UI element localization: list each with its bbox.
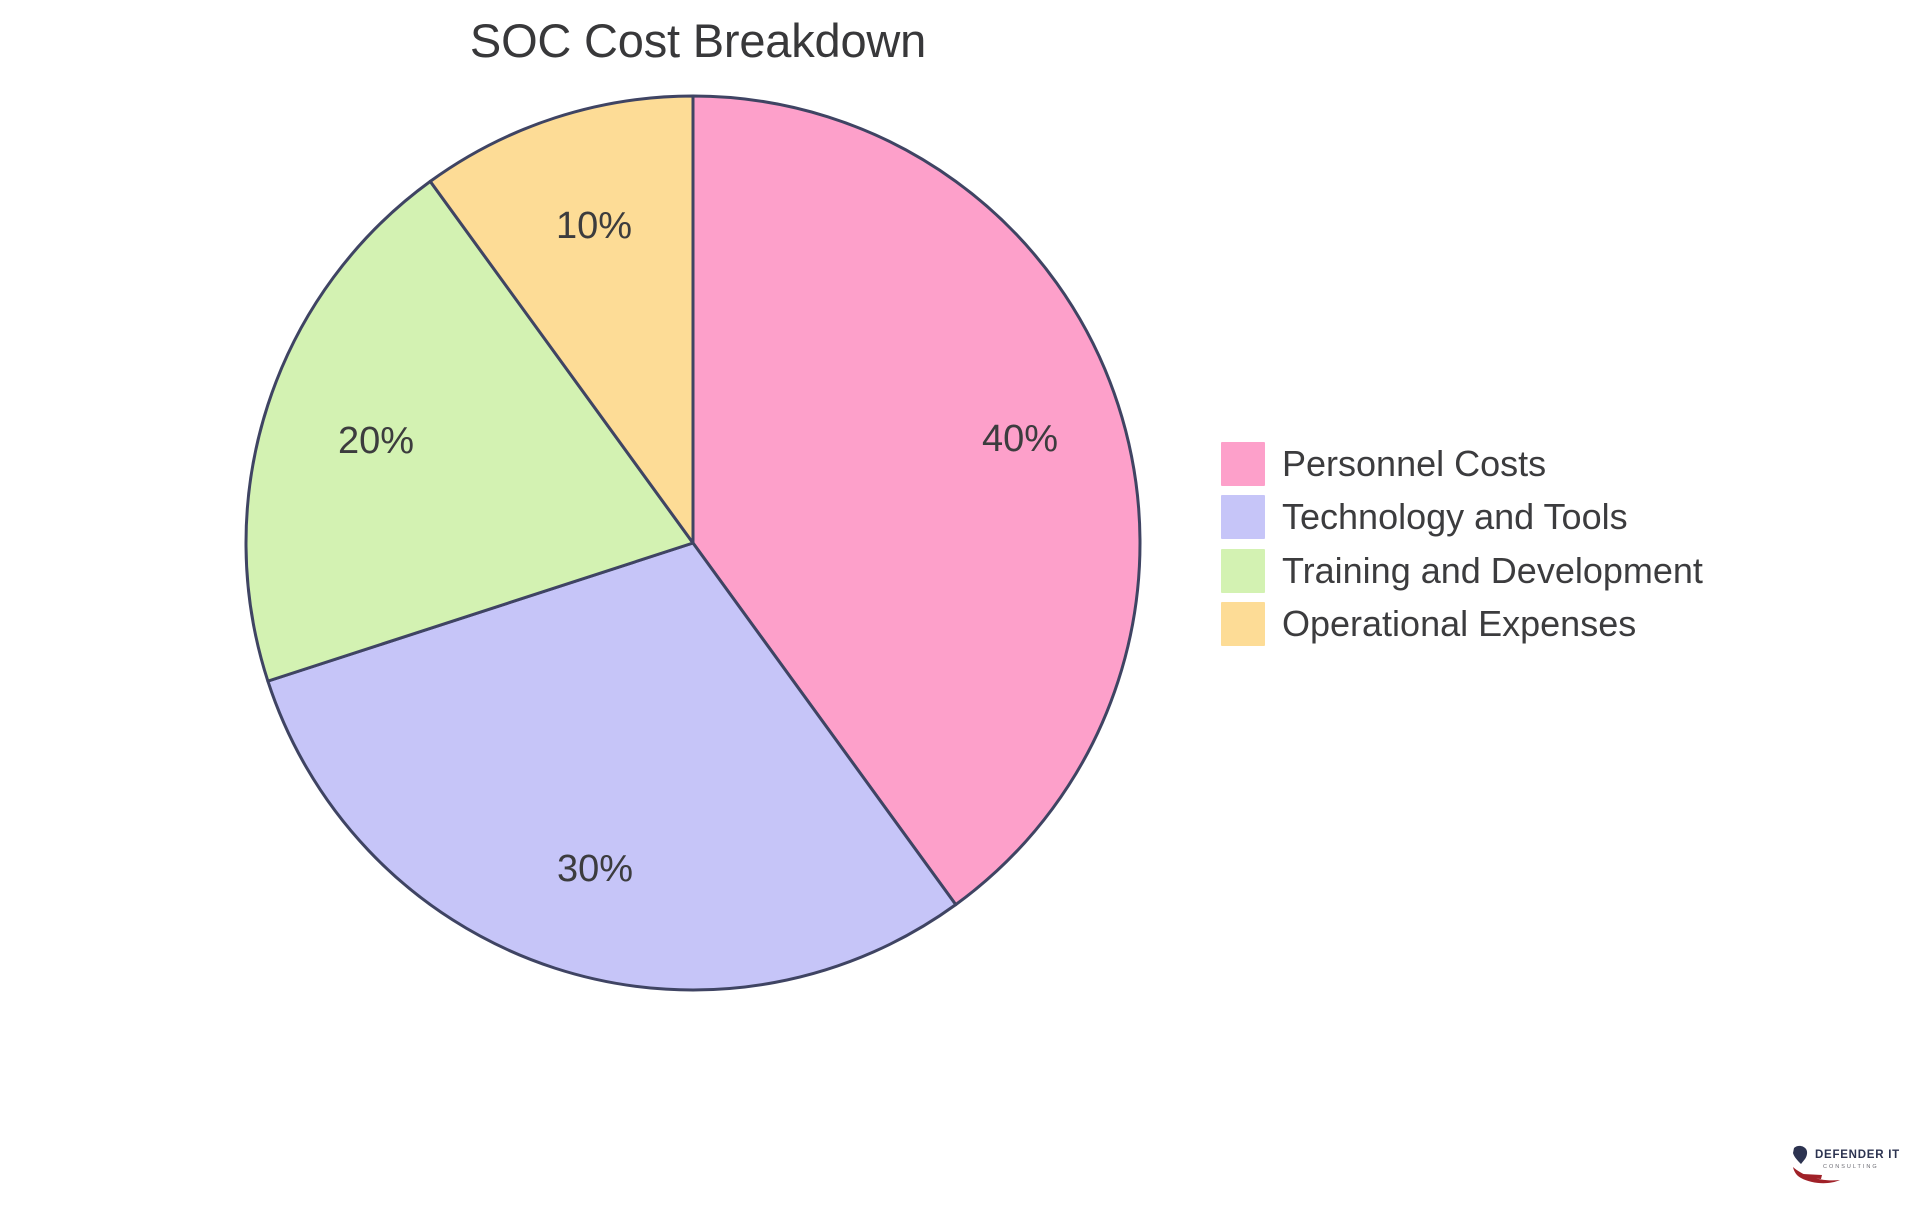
pie-svg: 40% 30% 20% 10% — [244, 94, 1142, 992]
legend-item-label: Operational Expenses — [1282, 603, 1637, 645]
pie-slice[interactable] — [244, 179, 695, 683]
chart-legend: Personnel Costs Technology and Tools Train… — [1221, 437, 1761, 651]
legend-item-label: Personnel Costs — [1282, 442, 1547, 484]
legend-item[interactable]: Personnel Costs — [1221, 437, 1761, 491]
pie-slice[interactable] — [691, 94, 1142, 907]
pie-slice-label-group: 40% 30% 20% 10% — [338, 205, 1058, 890]
watermark-primary-text: DEFENDER IT — [1815, 1149, 1900, 1161]
legend-item[interactable]: Training and Development — [1221, 544, 1761, 598]
legend-color-swatch — [1221, 495, 1265, 540]
pie-slice-group — [244, 94, 1142, 992]
pie-slice-value-label: 30% — [557, 848, 633, 890]
pie-slice[interactable] — [428, 94, 695, 545]
legend-color-swatch — [1221, 441, 1265, 486]
pie-slice-value-label: 10% — [556, 205, 632, 247]
defender-it-consulting-logo: DEFENDER IT CONSULTING — [1792, 1143, 1910, 1189]
eagle-wing-icon — [1793, 1167, 1840, 1184]
watermark-secondary-text: CONSULTING — [1823, 1164, 1879, 1170]
page-title: SOC Cost Breakdown — [469, 14, 927, 67]
legend-color-swatch — [1221, 602, 1265, 647]
eagle-head-icon — [1793, 1145, 1808, 1164]
pie-chart-plot-area: 40% 30% 20% 10% — [243, 93, 1143, 993]
legend-item[interactable]: Operational Expenses — [1221, 598, 1761, 652]
legend-item-label: Training and Development — [1282, 549, 1703, 591]
eagle-tail-icon — [1803, 1174, 1822, 1179]
legend-color-swatch — [1221, 548, 1265, 593]
watermark-svg: DEFENDER IT CONSULTING — [1793, 1145, 1900, 1184]
pie-slice-value-label: 20% — [338, 420, 414, 462]
legend-item-label: Technology and Tools — [1282, 496, 1628, 538]
legend-item[interactable]: Technology and Tools — [1221, 491, 1761, 545]
pie-slice-value-label: 40% — [982, 418, 1058, 460]
pie-slice[interactable] — [266, 541, 958, 992]
